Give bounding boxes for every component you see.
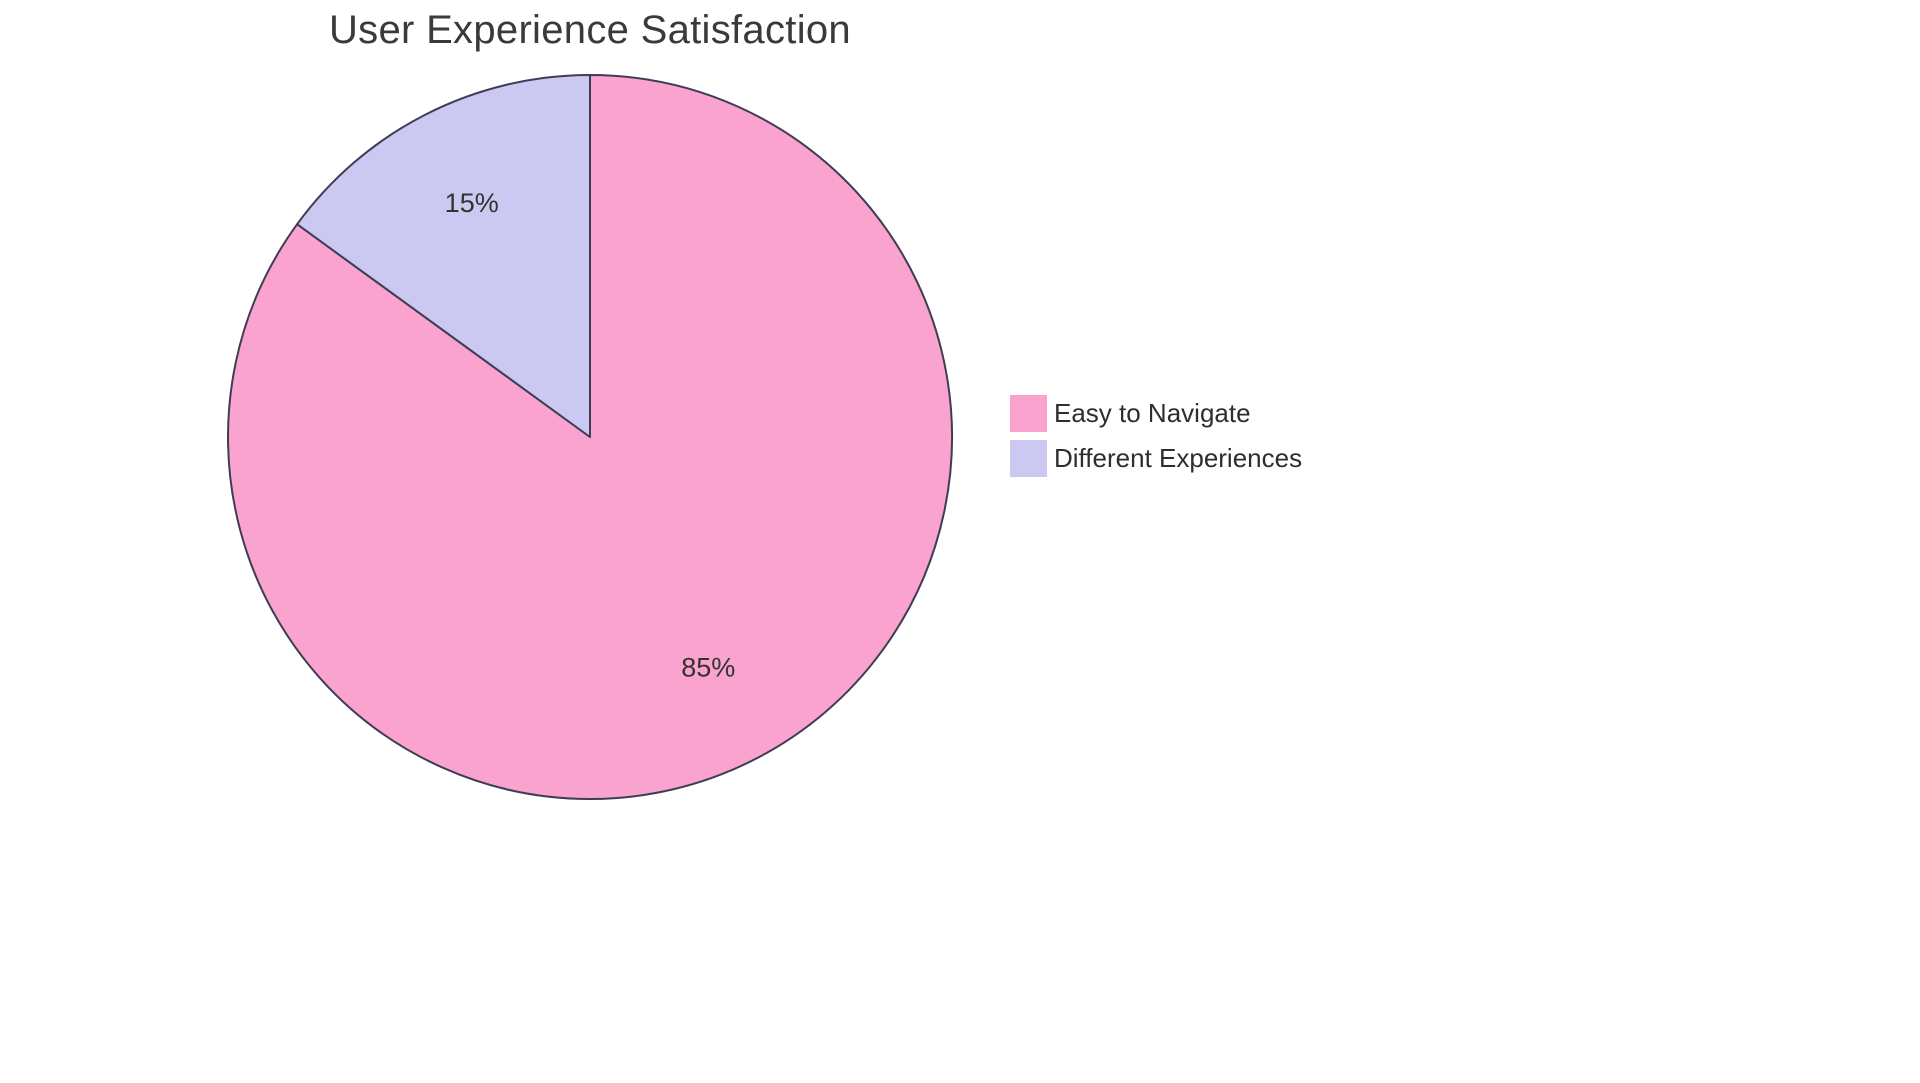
pie-slice-different-experiences — [296, 74, 591, 438]
chart-title: User Experience Satisfaction — [329, 8, 851, 52]
pie-slice-value-label-easy-to-navigate: 85% — [681, 652, 735, 682]
legend-swatch-easy-to-navigate — [1010, 395, 1047, 432]
pie-slice-value-label-different-experiences: 15% — [445, 188, 499, 218]
legend-item-easy-to-navigate: Easy to Navigate — [1010, 395, 1302, 432]
legend-item-different-experiences: Different Experiences — [1010, 440, 1302, 477]
legend: Easy to Navigate Different Experiences — [1010, 395, 1302, 477]
legend-label-different-experiences: Different Experiences — [1054, 443, 1303, 473]
legend-label-easy-to-navigate: Easy to Navigate — [1054, 398, 1251, 428]
legend-swatch-different-experiences — [1010, 440, 1047, 477]
